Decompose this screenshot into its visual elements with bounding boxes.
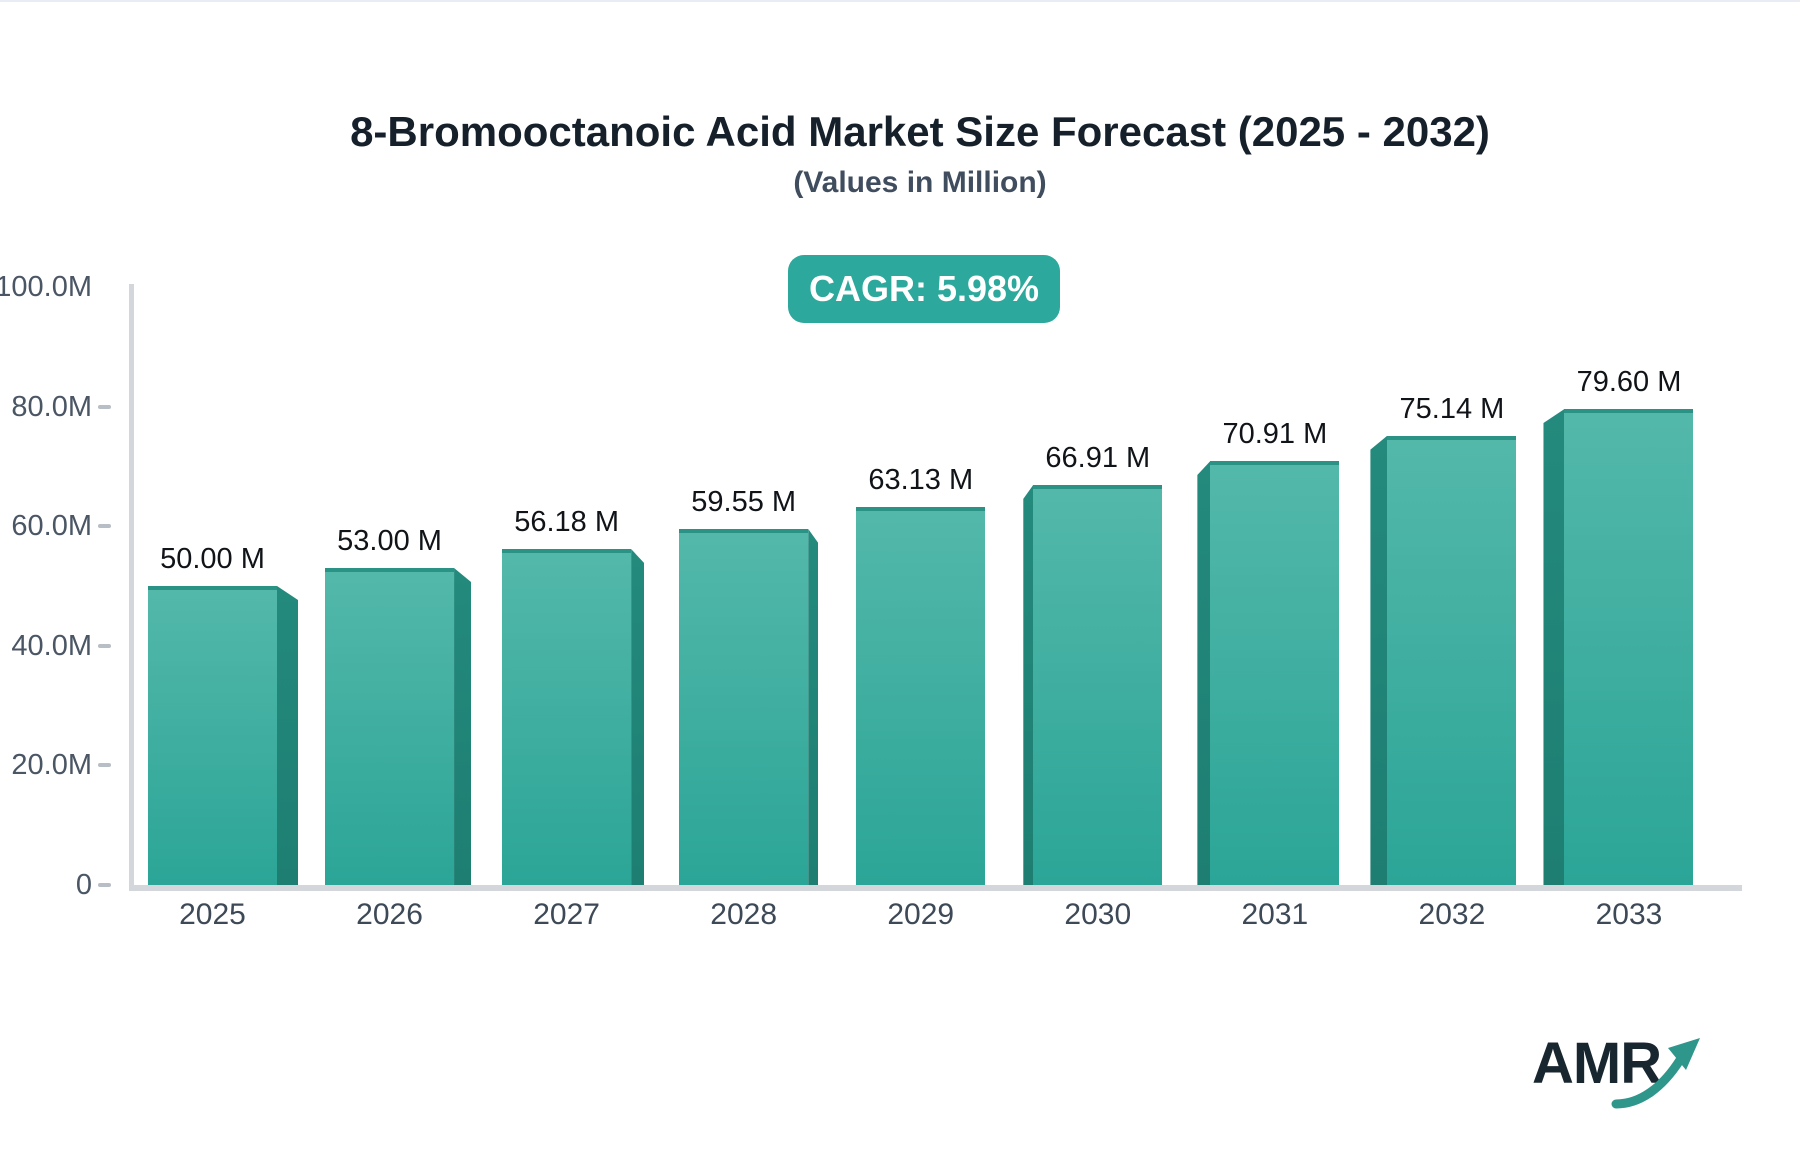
y-axis-line — [129, 284, 134, 886]
y-axis-label: 80.0M — [11, 390, 92, 423]
x-axis-label: 2027 — [533, 898, 600, 931]
x-axis-baseline — [129, 885, 1742, 891]
chart-title: 8-Bromooctanoic Acid Market Size Forecas… — [350, 108, 1490, 155]
bar-side-face — [1023, 484, 1034, 885]
cagr-badge: CAGR: 5.98% — [788, 255, 1060, 323]
growth-arrow-icon — [1611, 1038, 1700, 1109]
y-axis-tick — [98, 643, 111, 648]
bar-value-label: 56.18 M — [514, 506, 620, 539]
y-axis-tick — [98, 763, 111, 768]
bar-side-face — [1197, 460, 1211, 885]
x-axis-label: 2029 — [887, 898, 955, 931]
bar-value-label: 59.55 M — [691, 485, 797, 518]
y-axis-tick — [98, 883, 111, 887]
y-axis-label: 0 — [75, 869, 92, 901]
bar-value-label: 79.60 M — [1576, 365, 1682, 398]
y-axis-label: 40.0M — [11, 629, 92, 662]
bar-2027 — [502, 549, 632, 885]
bar-side-face — [631, 549, 645, 885]
x-axis-label: 2028 — [710, 898, 778, 931]
bar-side-face — [1370, 435, 1388, 885]
bar-2029 — [856, 507, 986, 885]
bar-side-face — [454, 568, 472, 885]
bar-value-label: 50.00 M — [160, 543, 265, 575]
bar-value-label: 53.00 M — [337, 525, 442, 558]
bar-2032 — [1387, 435, 1517, 885]
bar-value-label: 75.14 M — [1399, 392, 1505, 425]
bar-value-label: 66.91 M — [1045, 441, 1151, 474]
cagr-badge-label: CAGR: 5.98% — [808, 268, 1040, 309]
bar-value-label: 70.91 M — [1222, 417, 1328, 450]
y-axis-label: 60.0M — [11, 510, 92, 543]
x-axis-label: 2032 — [1418, 898, 1486, 931]
x-axis-label: 2025 — [179, 898, 246, 931]
bar-side-face — [277, 586, 298, 885]
x-axis-label: 2026 — [356, 898, 423, 931]
page-top-border — [0, 0, 1800, 2]
bar-side-face — [1543, 408, 1565, 885]
bar-2030 — [1033, 484, 1163, 885]
y-axis-tick — [98, 524, 111, 529]
bar-2025 — [148, 586, 277, 885]
amr-logo-text: AMR — [1532, 1031, 1662, 1096]
bar-2028 — [679, 528, 809, 885]
x-axis-label: 2033 — [1595, 898, 1663, 931]
x-axis-label: 2031 — [1241, 898, 1309, 931]
amr-logo: AMR — [1532, 1030, 1712, 1116]
bar-2026 — [325, 568, 455, 885]
y-axis-label: 100.0M — [0, 271, 92, 303]
bar-2031 — [1210, 460, 1340, 885]
y-axis-label: 20.0M — [11, 749, 92, 782]
chart-subtitle: (Values in Million) — [793, 166, 1047, 199]
bar-2033 — [1564, 408, 1694, 885]
x-axis-label: 2030 — [1064, 898, 1132, 931]
bar-side-face — [808, 528, 819, 885]
bar-value-label: 63.13 M — [868, 464, 974, 497]
y-axis-tick — [98, 404, 111, 409]
